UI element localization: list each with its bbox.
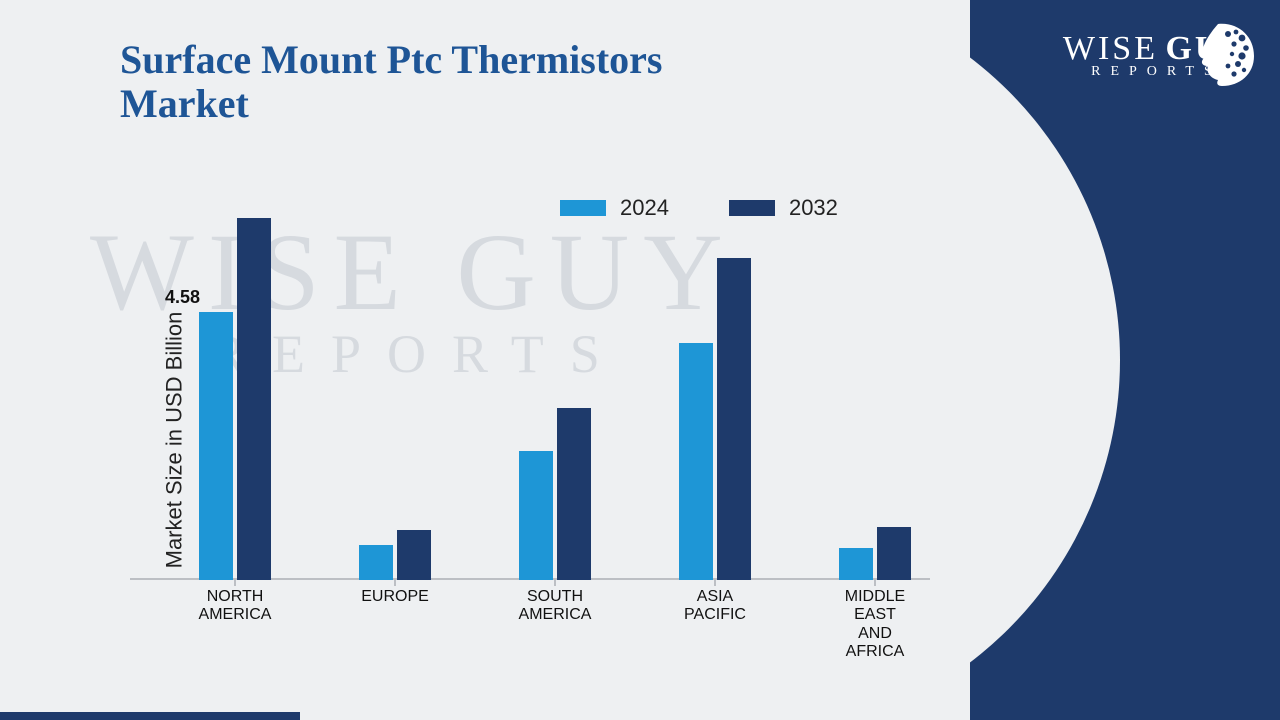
x-axis-labels: NORTHAMERICA EUROPE SOUTHAMERICA ASIAPACIFI… [130,582,930,692]
bar-2024 [679,343,713,580]
bar-2024 [519,451,553,580]
category-label: ASIAPACIFIC [684,588,746,625]
category-label: EUROPE [361,588,429,606]
bar-2024 [839,548,873,580]
bar-2032 [717,258,751,580]
bar-chart: Market Size in USD Billion 4.58 NORTHAME… [60,180,940,700]
bar-group: 4.58 [195,218,275,580]
bar-group [675,258,755,580]
bar-2032 [557,408,591,580]
bar-group [835,527,915,580]
category-label: MIDDLEEASTANDAFRICA [845,588,905,662]
bar-group [515,408,595,580]
legend-item-2032: 2032 [729,195,838,221]
bar-2024 [359,545,393,580]
legend-swatch-2024 [560,200,606,216]
plot-area: 4.58 [130,200,930,580]
brand-logo: WISE GUY REPORTS [1063,30,1250,80]
x-tick [874,578,876,586]
bar-value-label: 4.58 [165,287,200,308]
footer-accent-bar [0,712,300,720]
legend-label-2024: 2024 [620,195,669,221]
category-label: SOUTHAMERICA [519,588,592,625]
x-tick [234,578,236,586]
legend-label-2032: 2032 [789,195,838,221]
x-tick [714,578,716,586]
x-tick [394,578,396,586]
bar-2032 [397,530,431,580]
bar-2024 [199,312,233,580]
chart-legend: 2024 2032 [560,195,838,221]
category-label: NORTHAMERICA [199,588,272,625]
legend-item-2024: 2024 [560,195,669,221]
legend-swatch-2032 [729,200,775,216]
brand-head-icon [1198,22,1256,88]
page-title: Surface Mount Ptc Thermistors Market [120,38,760,126]
bar-2032 [237,218,271,580]
bar-2032 [877,527,911,580]
bar-group [355,530,435,580]
x-tick [554,578,556,586]
brand-text-wise: WISE [1063,30,1158,68]
